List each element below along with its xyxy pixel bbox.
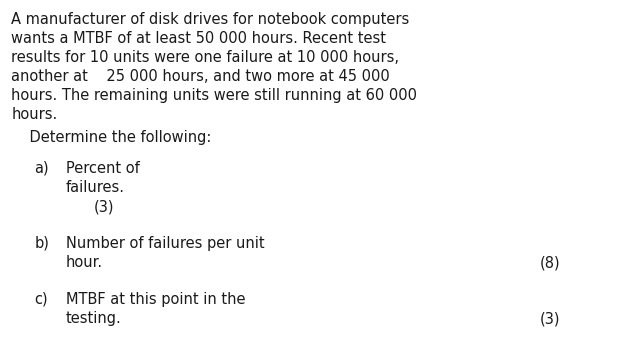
Text: Determine the following:: Determine the following: (11, 130, 212, 145)
Text: b): b) (34, 236, 49, 251)
Text: Percent of: Percent of (66, 161, 139, 176)
Text: c): c) (34, 292, 48, 307)
Text: (3): (3) (94, 199, 114, 214)
Text: (8): (8) (540, 255, 560, 270)
Text: (3): (3) (540, 311, 560, 326)
Text: testing.: testing. (66, 311, 121, 326)
Text: results for 10 units were one failure at 10 000 hours,: results for 10 units were one failure at… (11, 50, 399, 65)
Text: A manufacturer of disk drives for notebook computers: A manufacturer of disk drives for notebo… (11, 12, 409, 27)
Text: another at    25 000 hours, and two more at 45 000: another at 25 000 hours, and two more at… (11, 69, 390, 84)
Text: failures.: failures. (66, 180, 125, 195)
Text: Number of failures per unit: Number of failures per unit (66, 236, 264, 251)
Text: hour.: hour. (66, 255, 102, 270)
Text: hours. The remaining units were still running at 60 000: hours. The remaining units were still ru… (11, 88, 417, 103)
Text: hours.: hours. (11, 107, 57, 122)
Text: MTBF at this point in the: MTBF at this point in the (66, 292, 245, 307)
Text: wants a MTBF of at least 50 000 hours. Recent test: wants a MTBF of at least 50 000 hours. R… (11, 31, 386, 46)
Text: a): a) (34, 161, 49, 176)
